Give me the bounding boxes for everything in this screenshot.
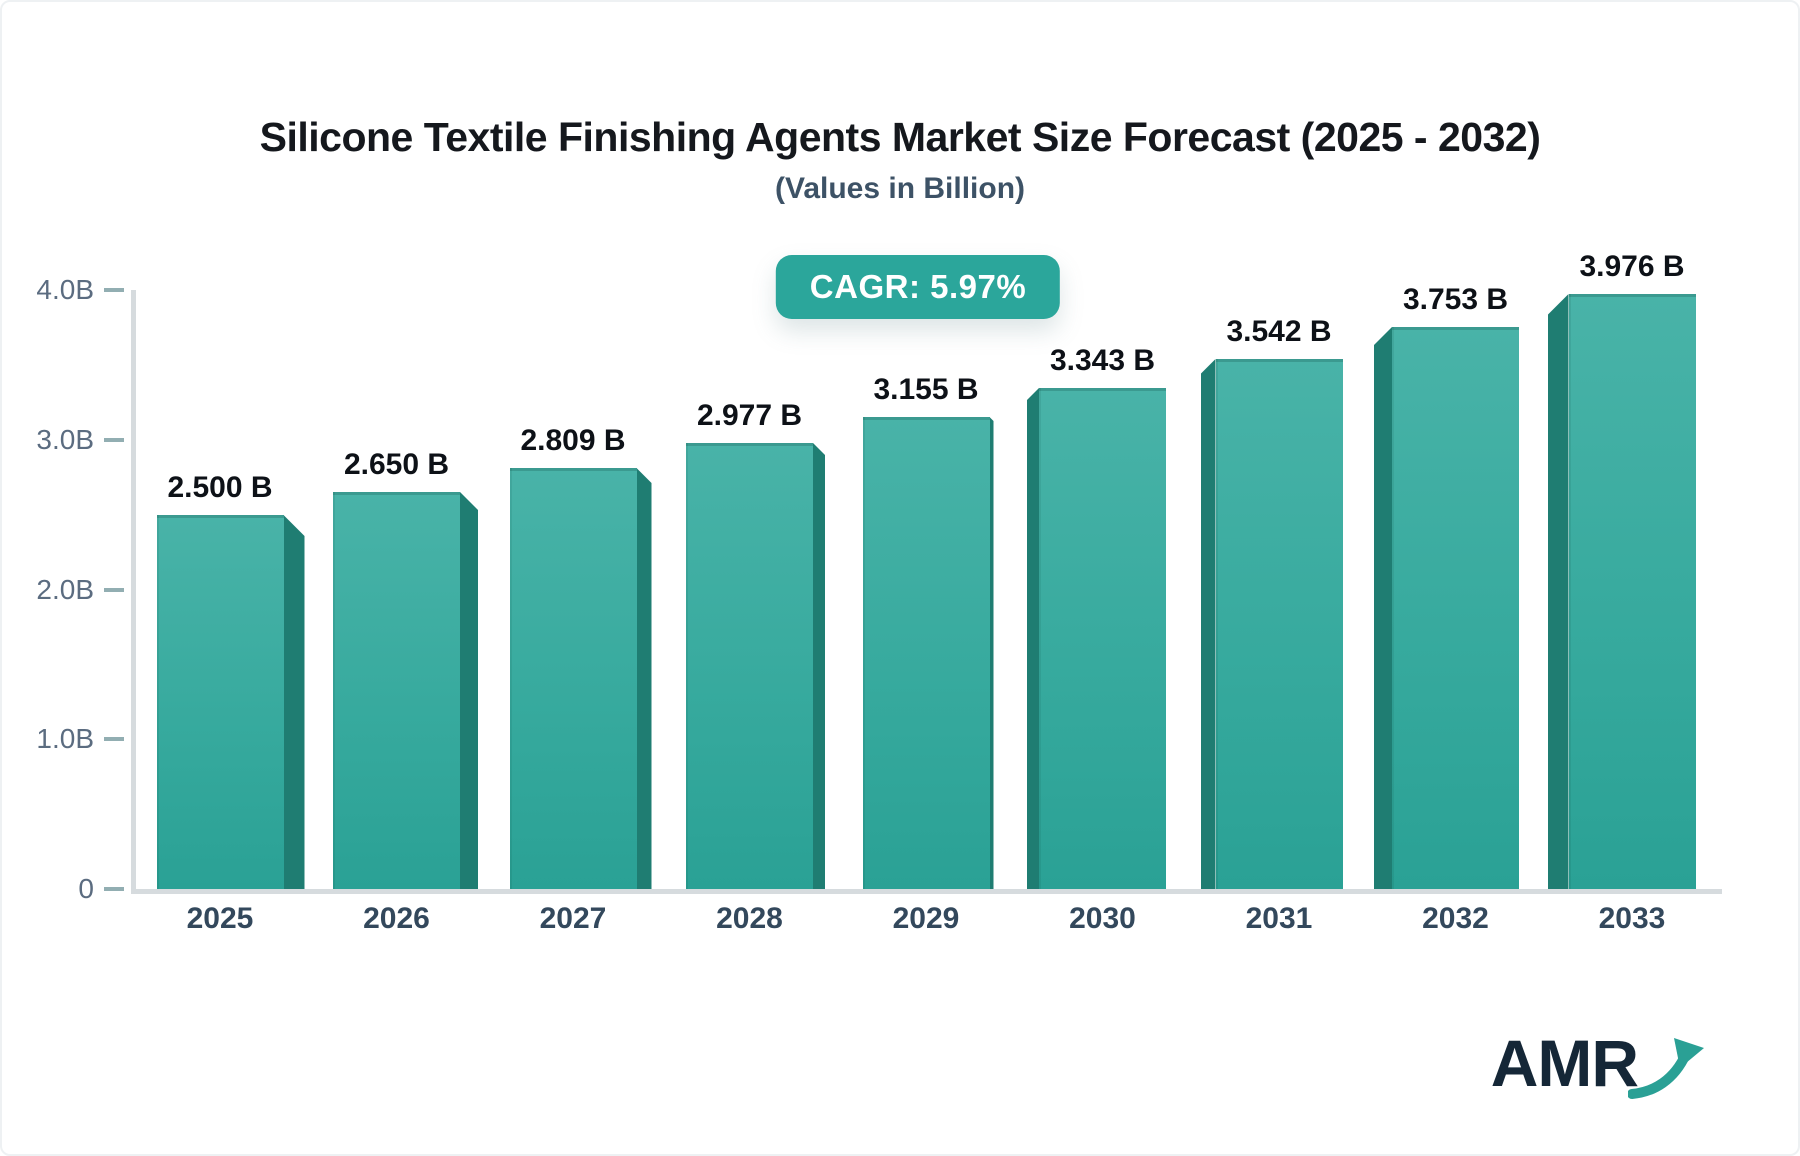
bar-2031 <box>1200 359 1343 889</box>
bar-2032 <box>1374 327 1519 889</box>
bar-face <box>1039 388 1166 889</box>
bar-side-face <box>1200 359 1216 889</box>
bar-value-label: 3.542 B <box>1226 315 1332 348</box>
bar-face <box>509 468 637 889</box>
bar-side-face <box>989 417 994 889</box>
bar-2033 <box>1547 294 1696 889</box>
y-axis-tick <box>104 887 124 891</box>
bar-face <box>156 515 284 889</box>
bar-side-face <box>1374 327 1392 889</box>
x-axis-line <box>131 889 1722 894</box>
chart-subtitle: (Values in Billion) <box>774 172 1026 205</box>
bar-side-face <box>283 515 305 889</box>
bar-side-face <box>460 492 478 889</box>
bar-value-label: 2.809 B <box>520 424 626 457</box>
bar-value-label: 2.977 B <box>696 399 803 432</box>
bar-2026 <box>333 492 478 889</box>
bar-face <box>1392 327 1519 889</box>
x-axis-label: 2026 <box>363 902 430 935</box>
bar-side-face <box>636 468 652 889</box>
bar-face <box>333 492 460 889</box>
bar-side-face <box>1547 294 1569 889</box>
bar-face <box>862 417 990 889</box>
x-axis-label: 2027 <box>539 902 607 935</box>
bar-2025 <box>156 515 305 889</box>
bar-face <box>1215 359 1343 889</box>
bar-2029 <box>862 417 994 889</box>
x-axis-label: 2031 <box>1245 902 1313 935</box>
bar-value-label: 3.343 B <box>1049 344 1156 377</box>
bar-value-label: 2.650 B <box>343 448 450 481</box>
bar-value-label: 3.753 B <box>1402 283 1509 316</box>
y-axis-label: 2.0B <box>36 573 94 605</box>
x-axis-label: 2032 <box>1422 902 1489 935</box>
bar-value-label: 2.500 B <box>167 471 273 504</box>
bar-2027 <box>509 468 652 889</box>
bar-side-face <box>1027 388 1039 889</box>
x-axis-label: 2025 <box>186 902 254 935</box>
y-axis-tick <box>104 288 124 292</box>
chart-title: Silicone Textile Finishing Agents Market… <box>259 114 1541 160</box>
y-axis-label: 3.0B <box>36 423 94 455</box>
bar-value-label: 3.976 B <box>1579 250 1685 283</box>
y-axis-line <box>131 290 136 891</box>
x-axis-label: 2030 <box>1069 902 1136 935</box>
brand-logo-text: AMR <box>1490 1026 1639 1100</box>
y-axis-tick <box>104 437 124 442</box>
bar-side-face <box>813 443 825 889</box>
bar-2030 <box>1027 388 1166 889</box>
growth-arrow-icon <box>1628 1038 1704 1099</box>
bar-2028 <box>686 443 825 889</box>
y-axis-tick <box>104 737 124 742</box>
bar-face <box>1568 294 1696 889</box>
bar-face <box>686 443 813 889</box>
bar-value-label: 3.155 B <box>873 373 979 406</box>
x-axis-label: 2029 <box>892 902 960 935</box>
cagr-badge: CAGR: 5.97% <box>775 255 1061 319</box>
x-axis-label: 2028 <box>716 902 783 935</box>
y-axis-tick <box>104 587 124 592</box>
x-axis-label: 2033 <box>1598 902 1666 935</box>
y-axis-label: 0 <box>78 873 94 904</box>
y-axis-label: 1.0B <box>36 723 94 755</box>
y-axis-label: 4.0B <box>36 274 94 305</box>
brand-logo: AMR <box>1491 1030 1712 1100</box>
